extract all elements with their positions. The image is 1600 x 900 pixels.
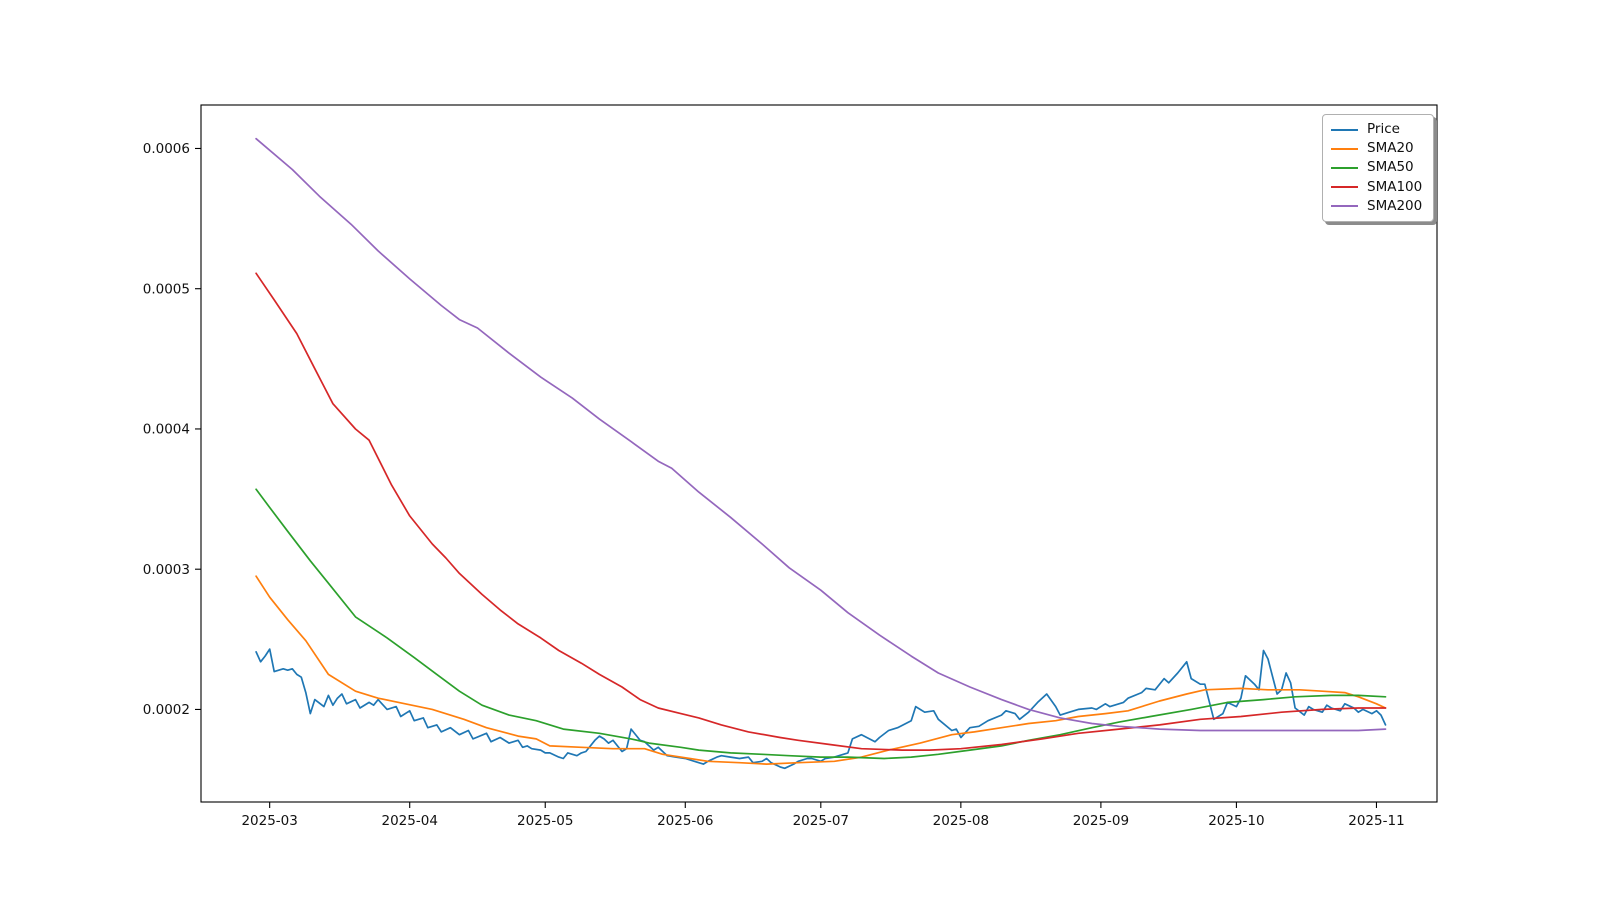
axes-spines [200,104,1438,803]
y-tick-label: 0.0006 [143,141,190,157]
x-tick-label: 2025-04 [382,813,438,829]
series-line-sma50 [255,488,1387,760]
y-tick-label: 0.0002 [143,702,190,718]
legend-item-price: Price [1331,120,1425,139]
x-tick-label: 2025-11 [1348,813,1404,829]
legend-label-sma100: SMA100 [1367,178,1423,195]
x-tick-label: 2025-10 [1208,813,1264,829]
y-tick-label: 0.0003 [143,562,190,578]
legend-item-sma200: SMA200 [1331,197,1425,216]
legend-line-swatch-sma50 [1331,166,1358,169]
x-tick-label: 2025-08 [933,813,989,829]
x-tick-label: 2025-09 [1073,813,1129,829]
y-tick-label: 0.0004 [143,422,190,438]
y-tick-label: 0.0005 [143,281,190,297]
legend-line-swatch-sma100 [1331,186,1358,189]
legend-label-sma20: SMA20 [1367,140,1414,157]
legend: Price SMA20 SMA50 SMA100 SMA200 [1322,114,1434,222]
legend-label-sma50: SMA50 [1367,159,1414,176]
x-tick-label: 2025-06 [657,813,713,829]
legend-label-price: Price [1367,121,1400,138]
legend-item-sma50: SMA50 [1331,158,1425,177]
legend-line-swatch-price [1331,128,1358,131]
legend-item-sma100: SMA100 [1331,178,1425,197]
series-line-price [255,648,1387,770]
series-line-sma100 [255,272,1387,751]
series-line-sma20 [255,575,1387,765]
x-tick-label: 2025-03 [241,813,297,829]
legend-label-sma200: SMA200 [1367,197,1423,214]
legend-line-swatch-sma200 [1331,205,1358,208]
x-tick-label: 2025-07 [793,813,849,829]
legend-line-swatch-sma20 [1331,147,1358,150]
legend-item-sma20: SMA20 [1331,139,1425,158]
series-line-sma200 [255,137,1387,732]
x-tick-label: 2025-05 [517,813,573,829]
